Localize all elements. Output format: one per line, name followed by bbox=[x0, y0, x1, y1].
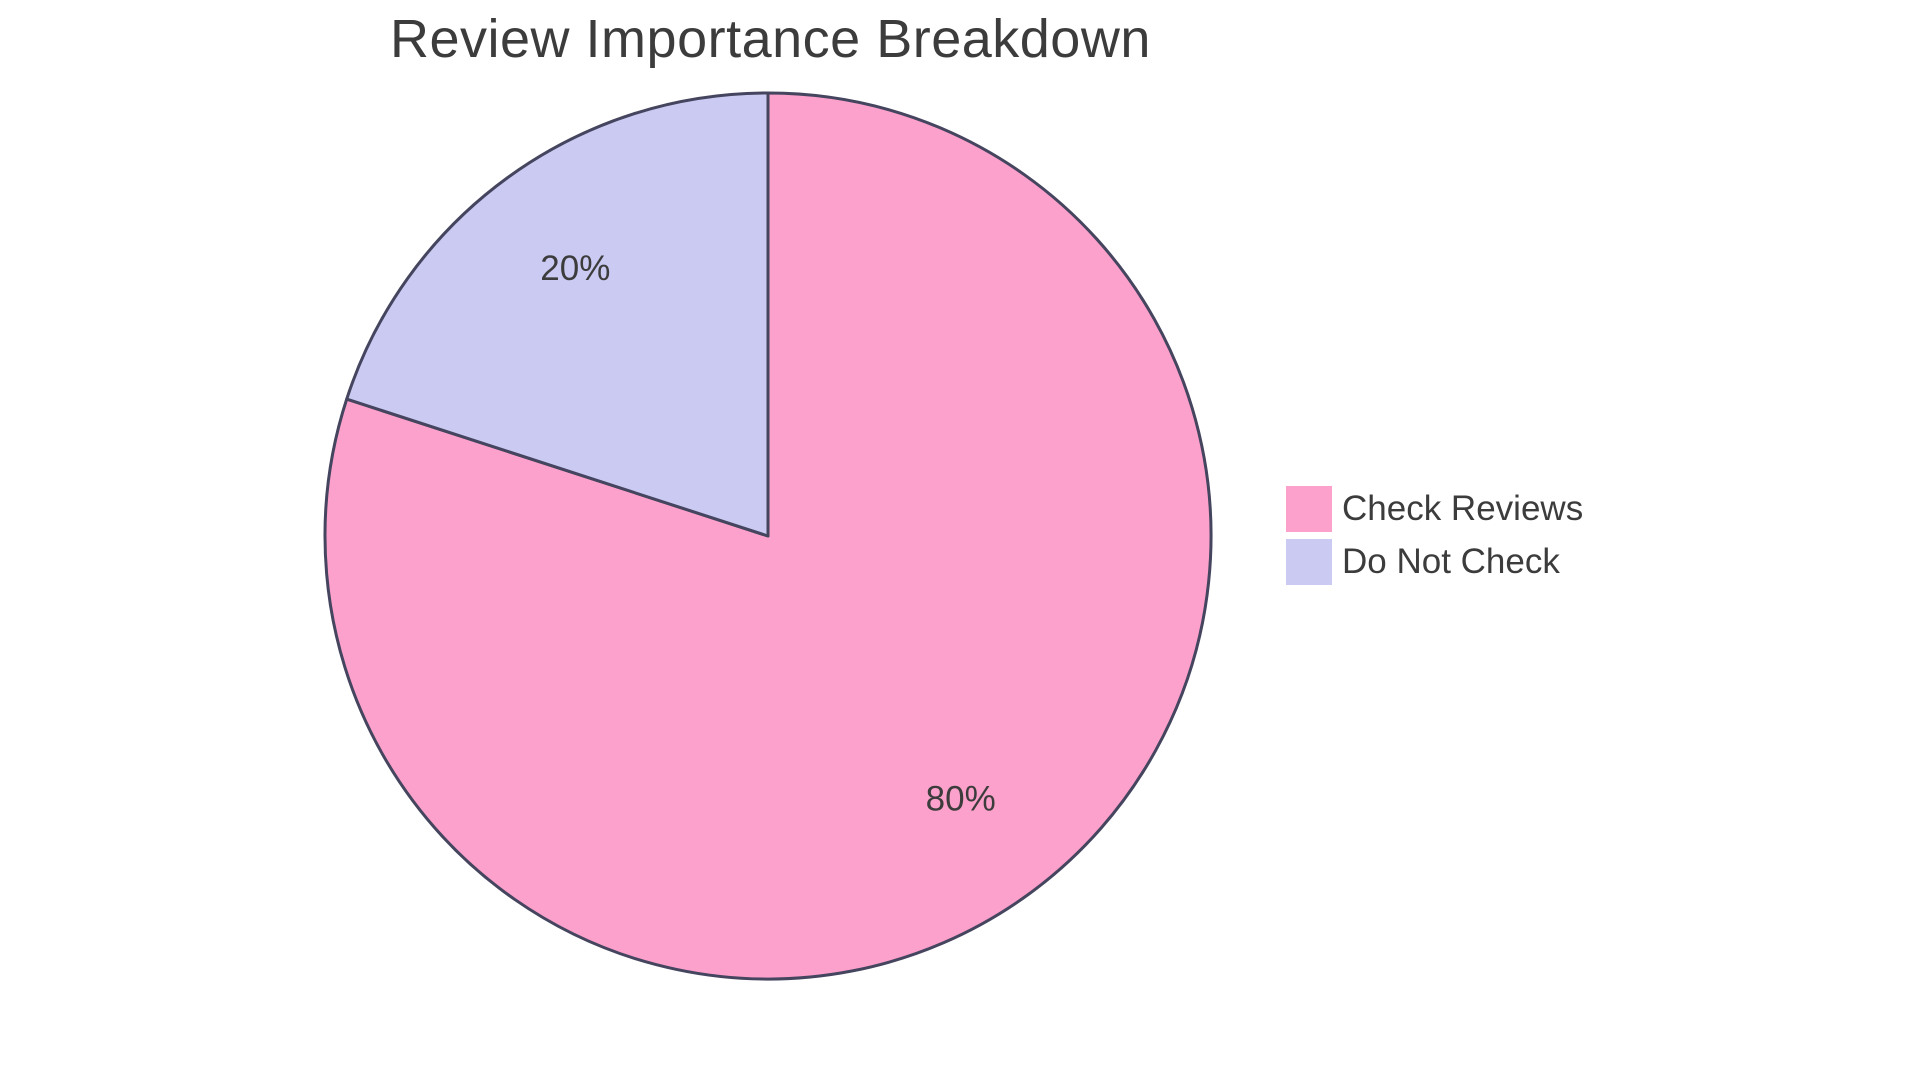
legend-swatch-check-reviews bbox=[1286, 486, 1332, 532]
legend-item-check-reviews: Check Reviews bbox=[1286, 486, 1583, 532]
legend-label-check-reviews: Check Reviews bbox=[1342, 489, 1584, 528]
legend-label-do-not-check: Do Not Check bbox=[1342, 542, 1560, 581]
pie-slice-do-not-check bbox=[345, 91, 770, 538]
legend: Check Reviews Do Not Check bbox=[1286, 486, 1583, 585]
chart-title: Review Importance Breakdown bbox=[390, 9, 1151, 69]
slice-percent-label: 80% bbox=[926, 779, 996, 818]
legend-swatch-do-not-check bbox=[1286, 539, 1332, 585]
slice-percent-label: 20% bbox=[540, 249, 610, 288]
legend-item-do-not-check: Do Not Check bbox=[1286, 539, 1583, 585]
